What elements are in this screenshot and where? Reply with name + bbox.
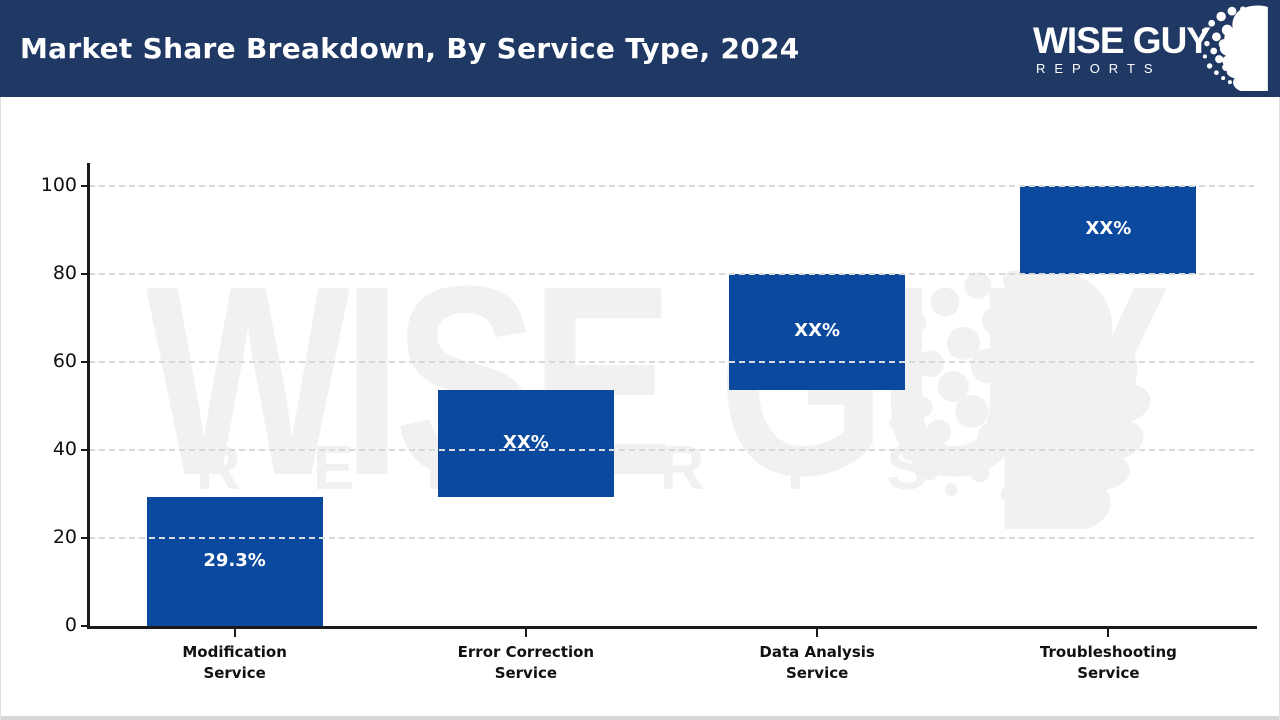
watermark-wordmark: WISE GUY <box>146 231 1170 532</box>
gridline-80 <box>89 273 1254 275</box>
y-tick-label: 80 <box>52 262 77 284</box>
bottom-border <box>1 716 1279 720</box>
gridline-40 <box>89 449 1254 451</box>
x-axis-line <box>87 626 1257 629</box>
gridline-20 <box>89 537 1254 539</box>
chart-title: Market Share Breakdown, By Service Type,… <box>20 32 800 65</box>
x-tick-mark <box>524 629 527 637</box>
plot-area: 0 20 40 60 80 100 29.3% Modification Service XX%… <box>1 97 1279 720</box>
y-tick-label: 40 <box>52 438 77 460</box>
bar-value-label: XX% <box>794 320 841 342</box>
bar-1 <box>146 497 323 626</box>
category-label: Data Analysis Service <box>759 643 875 682</box>
x-tick-mark <box>233 629 236 637</box>
bar-4 <box>1020 186 1197 274</box>
y-tick-label: 20 <box>52 526 77 548</box>
category-label: Error Correction Service <box>457 643 595 682</box>
category-label: Troubleshooting Service <box>1039 643 1177 682</box>
y-tick-mark <box>81 361 89 363</box>
y-tick-mark <box>81 625 89 627</box>
y-tick-label: 100 <box>40 174 77 196</box>
bar-value-label: 29.3% <box>203 549 266 571</box>
gridline-100 <box>89 185 1254 187</box>
bar-value-label: XX% <box>1085 218 1132 239</box>
gridline-60 <box>89 361 1254 363</box>
x-tick-mark <box>1107 629 1110 637</box>
bar-3 <box>729 274 906 391</box>
y-tick-mark <box>81 273 89 275</box>
logo-wordmark-block: WISE GUY REPORTS <box>1032 20 1211 76</box>
category-label: Modification Service <box>182 643 287 682</box>
logo-wordmark: WISE GUY <box>1032 20 1211 61</box>
header-bar: Market Share Breakdown, By Service Type,… <box>0 0 1280 97</box>
logo-head-icon <box>1201 5 1268 91</box>
brand-logo: WISE GUY REPORTS <box>1033 0 1272 97</box>
y-axis-line <box>87 163 90 629</box>
x-tick-mark <box>816 629 819 637</box>
y-tick-mark <box>81 537 89 539</box>
y-tick-label: 0 <box>64 614 77 636</box>
y-tick-mark <box>81 449 89 451</box>
bar-value-label: XX% <box>502 431 549 453</box>
logo-subtext: REPORTS <box>1035 61 1162 76</box>
y-tick-label: 60 <box>52 350 77 372</box>
y-tick-mark <box>81 185 89 187</box>
bar-2 <box>437 390 614 498</box>
